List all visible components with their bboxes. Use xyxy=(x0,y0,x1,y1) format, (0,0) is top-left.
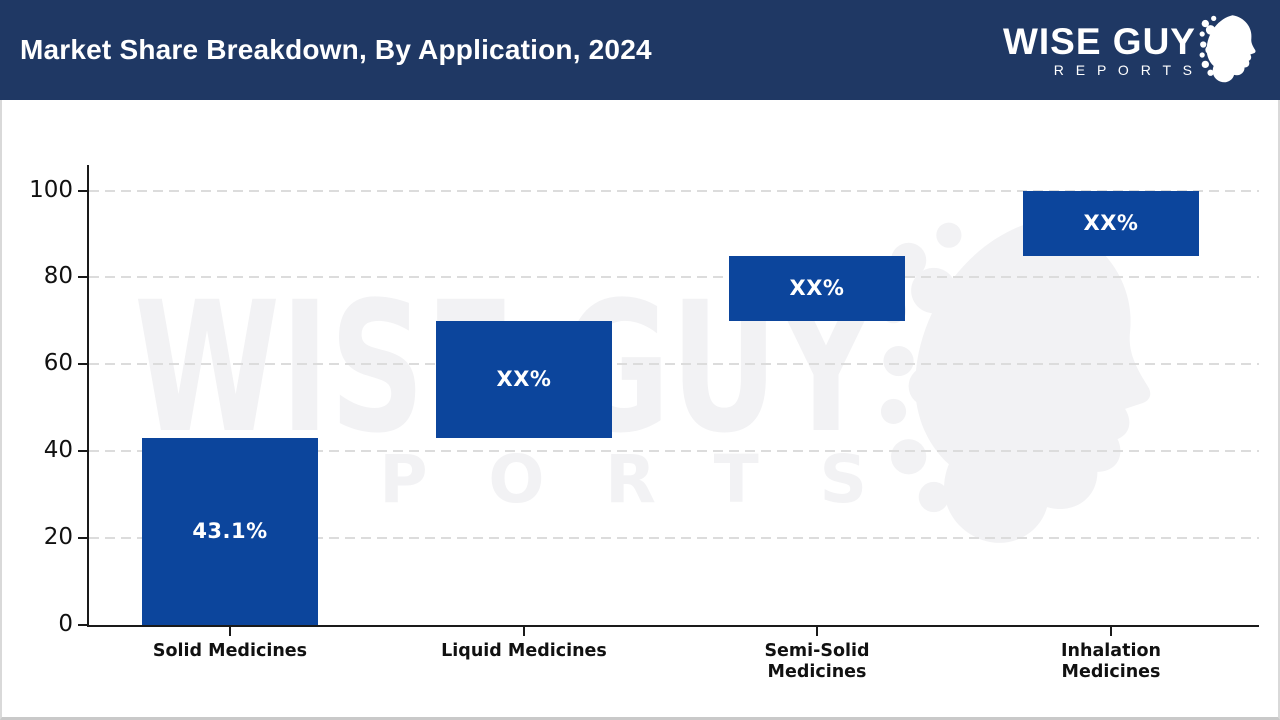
x-tick-2 xyxy=(816,627,818,636)
y-axis xyxy=(87,165,89,627)
bar-value-label: XX% xyxy=(1083,211,1139,236)
x-tick-3 xyxy=(1110,627,1112,636)
gridline-y100 xyxy=(89,189,1259,192)
x-tick-0 xyxy=(229,627,231,636)
gridline-y60 xyxy=(89,363,1259,366)
bar-liquid-medicines: XX% xyxy=(436,320,612,438)
y-tick-label-60: 60 xyxy=(43,350,73,377)
wiseguy-head-icon xyxy=(1199,15,1256,83)
wiseguy-logo-text: WISE GUY R E P O R T S xyxy=(1003,23,1196,77)
y-tick-label-20: 20 xyxy=(43,524,73,551)
y-tick-label-80: 80 xyxy=(43,263,73,290)
bar-solid-medicines: 43.1% xyxy=(142,437,318,625)
watermark-head-icon xyxy=(880,220,1151,543)
y-tick-40 xyxy=(78,450,87,453)
x-label-inhalation-medicines: Inhalation Medicines xyxy=(1061,641,1161,682)
y-tick-0 xyxy=(78,624,87,626)
x-tick-1 xyxy=(523,627,525,636)
y-tick-60 xyxy=(78,363,87,366)
wiseguy-logo: WISE GUY R E P O R T S xyxy=(1003,11,1266,89)
y-tick-100 xyxy=(78,189,87,192)
x-label-liquid-medicines: Liquid Medicines xyxy=(441,641,607,661)
gridline-y20 xyxy=(89,537,1259,540)
bar-value-label: XX% xyxy=(789,276,845,301)
bar-semi-solid-medicines: XX% xyxy=(729,255,905,321)
x-axis xyxy=(87,625,1259,627)
bar-value-label: XX% xyxy=(496,367,552,392)
y-tick-label-100: 100 xyxy=(29,176,73,203)
logo-wiseguy-label: WISE GUY xyxy=(1002,21,1196,62)
bar-inhalation-medicines: XX% xyxy=(1023,190,1199,256)
y-tick-80 xyxy=(78,276,87,279)
chart-title: Market Share Breakdown, By Application, … xyxy=(20,34,652,65)
gridline-y40 xyxy=(89,450,1259,453)
x-label-solid-medicines: Solid Medicines xyxy=(152,641,308,661)
logo-reports-label: R E P O R T S xyxy=(1053,62,1196,78)
x-label-semi-solid-medicines: Semi-Solid Medicines xyxy=(764,641,870,682)
header: Market Share Breakdown, By Application, … xyxy=(0,0,1280,100)
y-tick-label-40: 40 xyxy=(43,437,73,464)
y-tick-label-0: 0 xyxy=(58,611,73,637)
y-tick-20 xyxy=(78,537,87,540)
gridline-y80 xyxy=(89,276,1259,279)
bar-value-label: 43.1% xyxy=(192,519,268,544)
